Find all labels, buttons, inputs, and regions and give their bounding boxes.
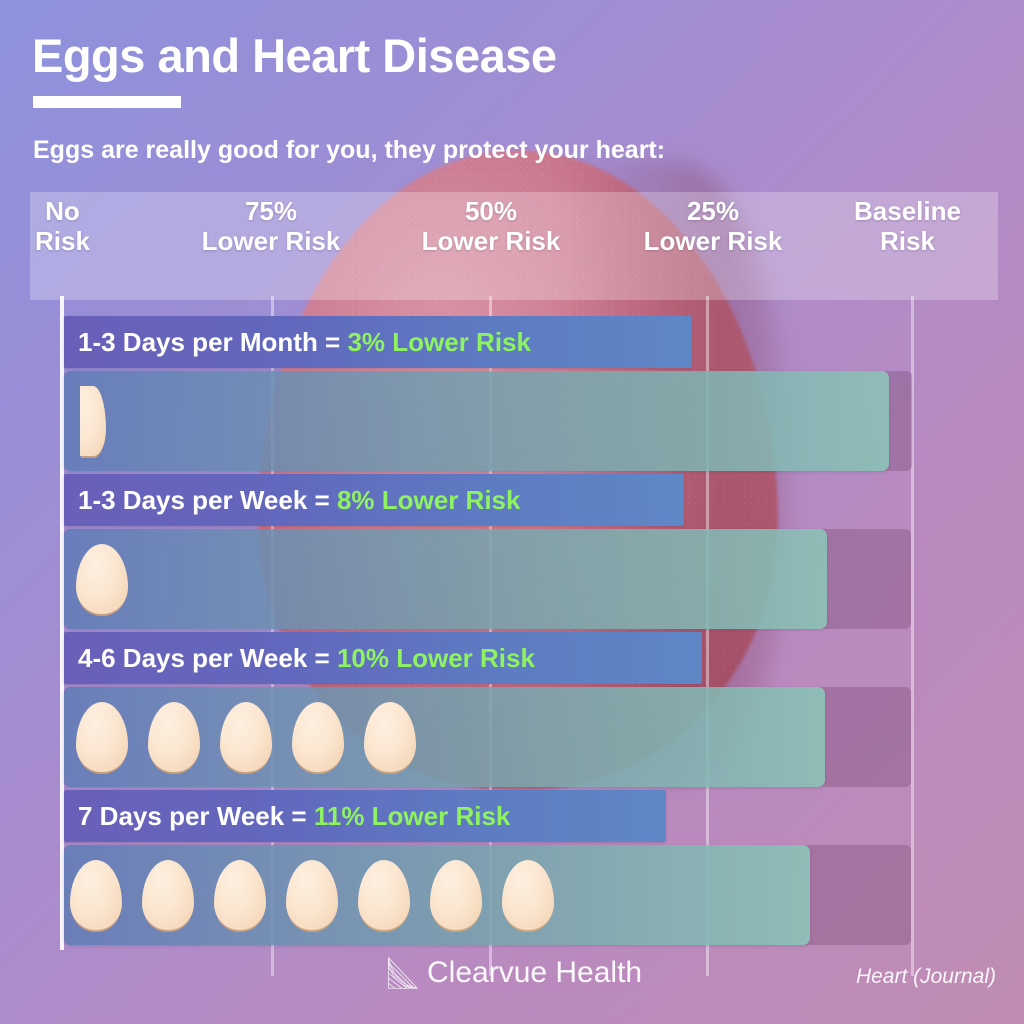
row-frequency-text: 4-6 Days per Week [78,642,308,673]
egg-icon [80,386,106,456]
page-subtitle: Eggs are really good for you, they prote… [33,136,666,164]
axis-tick-label-line2: Risk [35,226,90,257]
row-label-text: 1-3 Days per Month = 3% Lower Risk [64,327,531,358]
row-separator-text: = [307,484,337,515]
egg-icon [148,702,200,772]
title-underline-rule [33,96,181,108]
axis-tick-label-line2: Lower Risk [201,226,341,257]
axis-tick-label-line1: Baseline [854,196,961,226]
row-bar-risk [64,371,889,471]
egg-icon [214,860,266,930]
axis-tick-label-line2: Lower Risk [643,226,783,257]
gridline-baseline [911,296,914,976]
row-frequency-text: 1-3 Days per Month [78,326,318,357]
egg-icon [502,860,554,930]
egg-icon [70,860,122,930]
egg-icon [220,702,272,772]
row-label-band: 1-3 Days per Week = 8% Lower Risk [64,474,684,526]
axis-tick-label-line1: No [45,196,80,226]
axis-tick-label-line2: Risk [880,226,935,257]
egg-icon [286,860,338,930]
clearvue-logo-icon [388,957,418,989]
egg-icon [76,702,128,772]
row-label-text: 4-6 Days per Week = 10% Lower Risk [64,643,535,674]
axis-tick-label-line1: 50% [464,196,518,226]
page-title: Eggs and Heart Disease [32,29,557,82]
row-frequency-text: 1-3 Days per Week [78,484,308,515]
row-bar-risk [64,529,827,629]
row-label-text: 7 Days per Week = 11% Lower Risk [64,801,510,832]
axis-tick-label-25-lower: 25% Lower Risk [618,196,808,256]
row-label-band: 4-6 Days per Week = 10% Lower Risk [64,632,702,684]
row-separator-text: = [317,326,348,357]
axis-tick-label-no-risk: No Risk [10,196,115,256]
egg-icon [430,860,482,930]
row-label-text: 1-3 Days per Week = 8% Lower Risk [64,485,520,516]
axis-tick-label-line1: 75% [244,196,298,226]
egg-icon [364,702,416,772]
row-label-band: 1-3 Days per Month = 3% Lower Risk [64,316,692,368]
brand-name: Clearvue Health [427,956,643,989]
gridline-25 [706,296,709,976]
axis-tick-label-50-lower: 50% Lower Risk [396,196,586,256]
axis-tick-label-75-lower: 75% Lower Risk [176,196,366,256]
egg-icon [292,702,344,772]
row-reduction-text: 10% Lower Risk [336,642,535,673]
axis-tick-label-line1: 25% [686,196,740,226]
axis-tick-label-baseline: Baseline Risk [820,196,995,256]
y-axis-line [60,296,64,950]
egg-icon [358,860,410,930]
row-reduction-text: 3% Lower Risk [347,326,531,357]
row-frequency-text: 7 Days per Week [78,800,285,831]
egg-icon [76,544,128,614]
row-separator-text: = [307,642,337,673]
footer-brand: Clearvue Health [385,956,642,990]
row-reduction-text: 11% Lower Risk [313,800,511,831]
row-separator-text: = [284,800,314,831]
axis-header-band [30,192,998,300]
source-citation: Heart (Journal) [855,965,996,988]
row-reduction-text: 8% Lower Risk [336,484,521,515]
row-label-band: 7 Days per Week = 11% Lower Risk [64,790,666,842]
axis-tick-label-line2: Lower Risk [421,226,561,257]
egg-icon [142,860,194,930]
